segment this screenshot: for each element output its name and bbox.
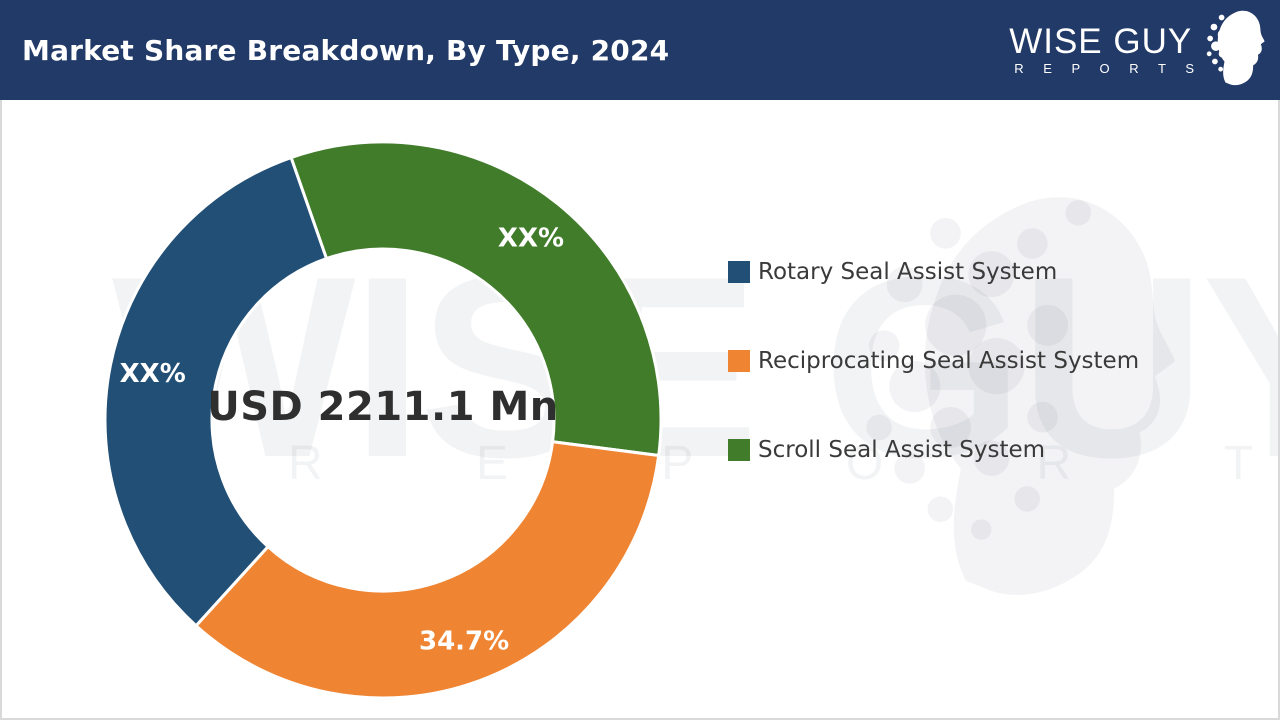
wiseguy-logo: WISE GUY R E P O R T S [1009,6,1266,94]
chart-center-value: USD 2211.1 Mn [207,384,559,430]
legend-swatch-rotary-seal-assist-system [728,261,750,283]
logo-text: WISE GUY R E P O R T S [1009,22,1202,76]
legend-item-scroll-seal-assist-system[interactable]: Scroll Seal Assist System [728,436,1139,464]
donut-segment-scroll-seal-assist-system[interactable] [289,140,663,457]
legend-label: Rotary Seal Assist System [758,259,1058,285]
legend-label: Reciprocating Seal Assist System [758,348,1140,374]
slice-label-rotary-seal-assist-system: XX% [120,359,186,389]
donut-segment-reciprocating-seal-assist-system[interactable] [194,440,661,700]
legend-swatch-scroll-seal-assist-system [728,439,750,461]
header-bar: Market Share Breakdown, By Type, 2024 WI… [0,0,1280,100]
logo-reports-label: R E P O R T S [1014,60,1202,76]
slice-label-scroll-seal-assist-system: XX% [498,223,564,253]
legend-item-reciprocating-seal-assist-system[interactable]: Reciprocating Seal Assist System [728,347,1139,375]
logo-head-icon [1206,10,1265,86]
page-title: Market Share Breakdown, By Type, 2024 [22,33,670,67]
legend-swatch-reciprocating-seal-assist-system [728,350,750,372]
legend-item-rotary-seal-assist-system[interactable]: Rotary Seal Assist System [728,258,1139,286]
legend: Rotary Seal Assist System Reciprocating S… [728,258,1139,464]
logo-wordmark: WISE GUY [1009,22,1193,62]
legend-label: Scroll Seal Assist System [758,437,1046,463]
donut-segment-rotary-seal-assist-system[interactable] [103,156,328,628]
slice-label-reciprocating-seal-assist-system: 34.7% [419,627,509,657]
donut-chart: XX% 34.7% XX% [103,140,663,700]
